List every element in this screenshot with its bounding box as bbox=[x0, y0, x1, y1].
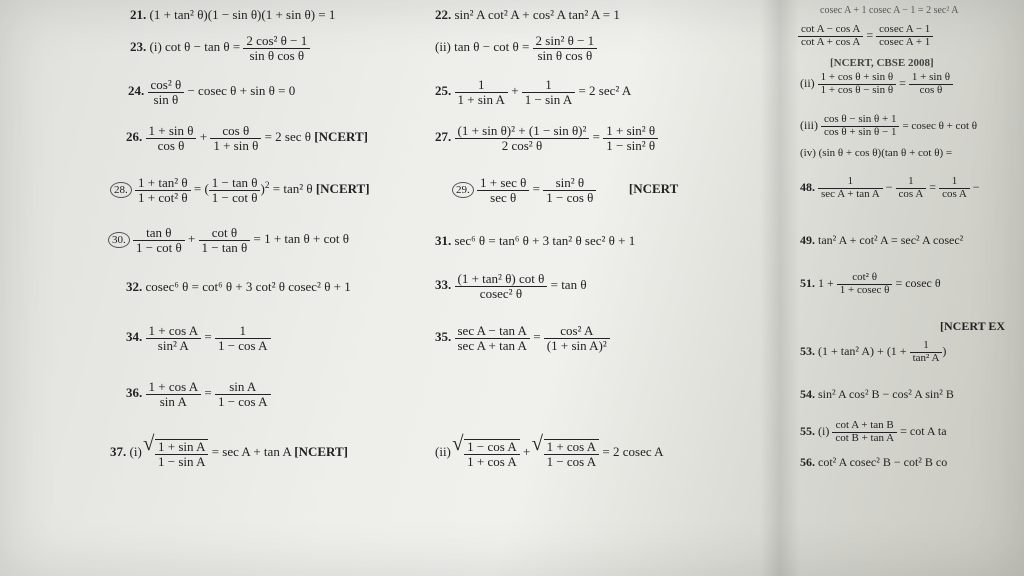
q31: 31. sec⁶ θ = tan⁶ θ + 3 tan² θ sec² θ + … bbox=[435, 232, 635, 250]
q36: 36. 1 + cos Asin A = sin A1 − cos A bbox=[126, 380, 271, 408]
q26: 26. 1 + sin θcos θ + cos θ1 + sin θ = 2 … bbox=[126, 124, 368, 152]
q29: 29. 1 + sec θsec θ = sin² θ1 − cos θ [NC… bbox=[452, 176, 678, 204]
sqrt-icon: 1 + cos A1 − cos A bbox=[534, 438, 600, 468]
math-textbook-page: 21. (1 + tan² θ)(1 − sin θ)(1 + sin θ) =… bbox=[0, 0, 1024, 576]
q34: 34. 1 + cos Asin² A = 11 − cos A bbox=[126, 324, 271, 352]
q30-circ: 30. bbox=[108, 232, 130, 248]
q23b-pre: (ii) bbox=[435, 39, 451, 54]
q23-frac: 2 cos² θ − 1 sin θ cos θ bbox=[243, 34, 310, 62]
q23b-lhs: tan θ − cot θ = bbox=[454, 39, 529, 54]
q22-num: 22. bbox=[435, 7, 451, 22]
q49: 49. tan² A + cot² A = sec² A cosec² bbox=[800, 232, 963, 248]
q21: 21. (1 + tan² θ)(1 − sin θ)(1 + sin θ) =… bbox=[130, 6, 335, 24]
q54: 54. sin² A cos² B − cos² A sin² B bbox=[800, 386, 954, 402]
right-a: cosec A + 1 cosec A − 1 = 2 sec² A bbox=[820, 4, 959, 18]
q55: 55. (i) cot A + tan Bcot B + tan A = cot… bbox=[800, 420, 947, 444]
right-iii: (iii) cos θ − sin θ + 1cos θ + sin θ − 1… bbox=[800, 114, 977, 138]
q35: 35. sec A − tan Asec A + tan A = cos² A(… bbox=[435, 324, 610, 352]
right-b: cot A − cos Acot A + cos A = cosec A − 1… bbox=[798, 24, 933, 48]
q23-lhs: cot θ − tan θ = bbox=[165, 39, 240, 54]
q23: 23. (i) cot θ − tan θ = 2 cos² θ − 1 sin… bbox=[130, 34, 310, 62]
right-ii: (ii) 1 + cos θ + sin θ1 + cos θ − sin θ … bbox=[800, 72, 953, 96]
sqrt-icon: 1 + sin A1 − sin A bbox=[145, 438, 208, 468]
q24: 24. cos² θsin θ − cosec θ + sin θ = 0 bbox=[128, 78, 295, 106]
q23b: (ii) tan θ − cot θ = 2 sin² θ − 1 sin θ … bbox=[435, 34, 597, 62]
q28: 28. 1 + tan² θ1 + cot² θ = (1 − tan θ1 −… bbox=[110, 176, 370, 204]
q22: 22. sin² A cot² A + cos² A tan² A = 1 bbox=[435, 6, 620, 24]
ncert-ex-tag: [NCERT EX bbox=[940, 318, 1005, 334]
q37: 37. (i) 1 + sin A1 − sin A = sec A + tan… bbox=[110, 438, 348, 468]
q27: 27. (1 + sin θ)² + (1 − sin θ)²2 cos² θ … bbox=[435, 124, 658, 152]
q21-expr: (1 + tan² θ)(1 − sin θ)(1 + sin θ) = 1 bbox=[150, 7, 336, 22]
q28-circ: 28. bbox=[110, 182, 132, 198]
q29-circ: 29. bbox=[452, 182, 474, 198]
right-iv: (iv) (sin θ + cos θ)(tan θ + cot θ) = bbox=[800, 146, 952, 161]
q37b: (ii) 1 − cos A1 + cos A + 1 + cos A1 − c… bbox=[435, 438, 664, 468]
q33: 33. (1 + tan² θ) cot θcosec² θ = tan θ bbox=[435, 272, 587, 300]
q23-num: 23. bbox=[130, 39, 146, 54]
q22-expr: sin² A cot² A + cos² A tan² A = 1 bbox=[455, 7, 620, 22]
q25: 25. 11 + sin A + 11 − sin A = 2 sec² A bbox=[435, 78, 631, 106]
q56: 56. cot² A cosec² B − cot² B co bbox=[800, 454, 947, 470]
ncert-cbse-tag: [NCERT, CBSE 2008] bbox=[830, 56, 934, 71]
q23b-frac: 2 sin² θ − 1 sin θ cos θ bbox=[533, 34, 598, 62]
q23-pre: (i) bbox=[150, 39, 162, 54]
q32: 32. cosec⁶ θ = cot⁶ θ + 3 cot² θ cosec² … bbox=[126, 278, 351, 296]
q48: 48. 1sec A + tan A − 1cos A = 1cos A − bbox=[800, 176, 980, 200]
q53: 53. (1 + tan² A) + (1 + 1tan² A) bbox=[800, 340, 946, 364]
q51: 51. 1 + cot² θ1 + cosec θ = cosec θ bbox=[800, 272, 941, 296]
q21-num: 21. bbox=[130, 7, 146, 22]
sqrt-icon: 1 − cos A1 + cos A bbox=[454, 438, 520, 468]
q30: 30. tan θ1 − cot θ + cot θ1 − tan θ = 1 … bbox=[108, 226, 349, 254]
